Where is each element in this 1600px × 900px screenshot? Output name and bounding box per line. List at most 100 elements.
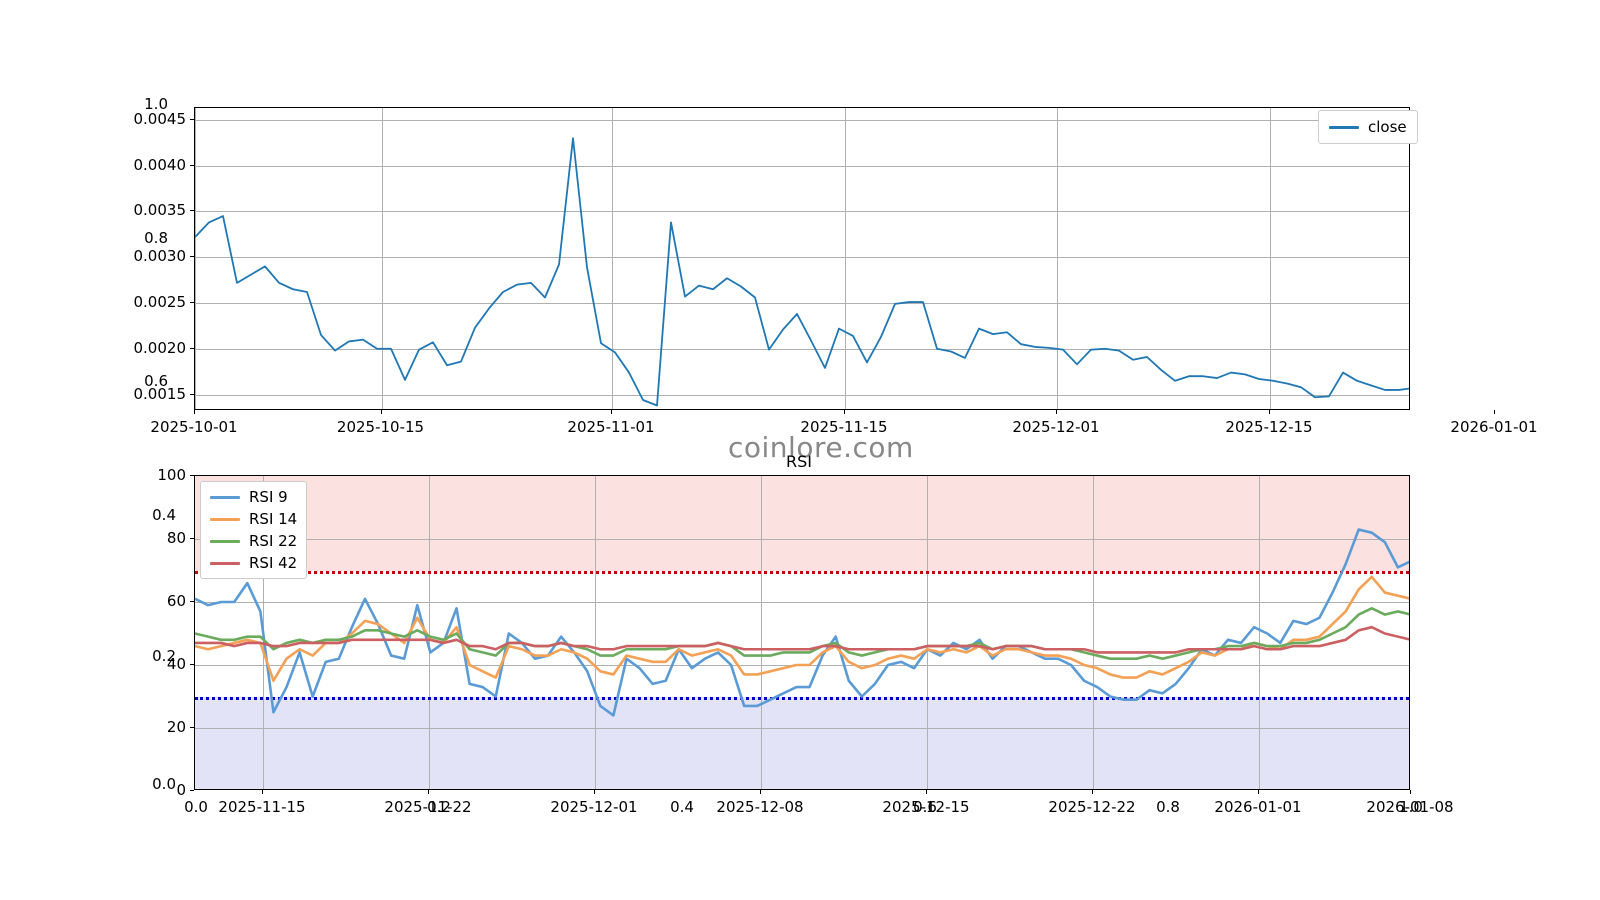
rsi-overlay-x-tick-label: 0.0 xyxy=(184,798,208,816)
price-y-tickmark xyxy=(190,347,194,349)
price-gridline-h xyxy=(195,394,1409,396)
rsi-gridline-h xyxy=(195,728,1409,729)
legend-swatch-icon xyxy=(210,561,240,565)
legend-entry-rsi-9[interactable]: RSI 9 xyxy=(210,486,297,508)
rsi-x-tick-label: 2025-12-08 xyxy=(716,798,804,816)
rsi-y-tick-label: 0 xyxy=(176,781,186,799)
price-y-tick-label: 0.0015 xyxy=(133,384,187,403)
price-x-tick-label: 2025-11-01 xyxy=(567,418,655,436)
rsi-x-tickmark xyxy=(1410,790,1411,794)
rsi-y-tick-label: 100 xyxy=(157,466,186,484)
price-x-tick-label: 2025-10-15 xyxy=(336,418,425,436)
rsi-x-tickmark xyxy=(594,790,595,794)
price-gridline-v xyxy=(1270,108,1271,409)
rsi-x-tickmark xyxy=(1258,790,1259,794)
price-x-tickmark xyxy=(1269,410,1270,414)
price-x-tick-label: 2026-01-01 xyxy=(1450,418,1538,436)
rsi-overlay-x-tick-label: 0.4 xyxy=(670,798,694,816)
price-line-close xyxy=(195,137,1409,407)
rsi-gridline-h xyxy=(195,602,1409,603)
rsi-overlay-x-tick-label: 1.0 xyxy=(1399,798,1423,816)
rsi-x-tickmark xyxy=(428,790,429,794)
price-gridline-h xyxy=(195,257,1409,259)
legend-swatch-icon xyxy=(1329,125,1359,129)
price-chart-axes xyxy=(194,107,1410,410)
legend-entry-rsi-14[interactable]: RSI 14 xyxy=(210,508,297,530)
rsi-overbought-threshold-line xyxy=(195,570,1409,574)
rsi-gridline-v xyxy=(429,476,430,789)
rsi-overlay-y-tick-label: 0.4 xyxy=(152,506,176,524)
price-overlay-y-tick-label: 0.6 xyxy=(144,372,168,390)
price-overlay-y-tick-label: 1.0 xyxy=(144,95,168,113)
price-x-tickmark xyxy=(380,410,382,414)
price-gridline-v xyxy=(195,108,196,409)
rsi-overlay-x-tick-label: 0.2 xyxy=(427,798,451,816)
price-y-tickmark xyxy=(190,164,194,166)
price-gridline-h xyxy=(195,211,1409,213)
rsi-y-tickmark xyxy=(190,727,194,728)
rsi-line-rsi-42 xyxy=(195,625,1409,654)
rsi-gridline-v xyxy=(761,476,762,789)
legend-swatch-icon xyxy=(210,539,240,543)
rsi-overlay-x-tick-label: 0.8 xyxy=(1156,798,1180,816)
legend-label: RSI 42 xyxy=(249,554,298,572)
rsi-gridline-v xyxy=(1259,476,1260,789)
rsi-x-tick-label: 2025-12-01 xyxy=(550,798,638,816)
legend-label: RSI 22 xyxy=(249,532,298,550)
price-gridline-v xyxy=(1057,108,1058,409)
rsi-x-tick-label: 2025-12-15 xyxy=(882,798,970,816)
price-legend[interactable]: close xyxy=(1318,110,1418,144)
rsi-plot-surface xyxy=(195,476,1409,789)
rsi-x-tick-label: 2025-11-22 xyxy=(384,798,472,816)
price-y-tick-label: 0.0025 xyxy=(133,292,187,311)
rsi-x-tick-label: 2025-12-22 xyxy=(1048,798,1136,816)
rsi-y-tick-label: 60 xyxy=(166,592,186,610)
price-plot-surface xyxy=(195,108,1409,409)
price-x-tick-label: 2025-11-15 xyxy=(800,418,888,436)
rsi-x-tickmark xyxy=(1092,790,1093,794)
rsi-y-tickmark xyxy=(190,790,194,791)
price-gridline-h xyxy=(195,119,1409,121)
legend-label: RSI 9 xyxy=(249,488,288,506)
legend-entry-rsi-42[interactable]: RSI 42 xyxy=(210,552,297,574)
price-gridline-v xyxy=(845,108,846,409)
price-y-tick-label: 0.0020 xyxy=(133,338,187,357)
price-y-tick-label: 0.0030 xyxy=(133,247,187,266)
rsi-x-tickmark xyxy=(262,790,263,794)
price-x-tickmark xyxy=(194,410,195,414)
price-x-tick-label: 2025-12-01 xyxy=(1012,418,1100,436)
price-y-tickmark xyxy=(190,393,194,395)
legend-label: RSI 14 xyxy=(249,510,298,528)
legend-entry-close[interactable]: close xyxy=(1329,117,1407,137)
price-x-tick-label: 2025-10-01 xyxy=(150,418,238,436)
price-gridline-v xyxy=(612,108,613,409)
price-x-tickmark xyxy=(1494,410,1495,414)
price-x-tickmark xyxy=(1056,410,1057,414)
rsi-overlay-y-tick-label: 0.0 xyxy=(152,775,176,793)
rsi-y-tickmark xyxy=(190,538,194,539)
legend-swatch-icon xyxy=(210,517,240,521)
price-gridline-h xyxy=(195,165,1409,167)
price-y-tick-label: 0.0040 xyxy=(133,155,187,174)
rsi-overlay-x-tick-label: 0.6 xyxy=(913,798,937,816)
legend-entry-rsi-22[interactable]: RSI 22 xyxy=(210,530,297,552)
price-gridline-v xyxy=(381,108,383,409)
rsi-legend[interactable]: RSI 9 RSI 14 RSI 22 RSI 42 xyxy=(200,481,308,579)
legend-label: close xyxy=(1368,118,1407,136)
rsi-chart-title: RSI xyxy=(786,452,812,471)
rsi-y-tick-label: 40 xyxy=(166,655,186,673)
price-y-tickmark xyxy=(190,118,194,120)
price-y-tickmark xyxy=(190,256,194,258)
rsi-x-tick-label: 2026-01-01 xyxy=(1214,798,1302,816)
price-x-tick-label: 2025-12-15 xyxy=(1225,418,1313,436)
watermark-coinlore: coinlore.com xyxy=(728,431,914,464)
rsi-y-tick-label: 20 xyxy=(166,718,186,736)
rsi-y-tickmark xyxy=(190,601,194,602)
rsi-y-tickmark xyxy=(190,664,194,665)
rsi-x-tick-label: 2025-11-15 xyxy=(218,798,306,816)
rsi-x-tick-label: 2026-01-08 xyxy=(1366,798,1454,816)
rsi-oversold-band xyxy=(195,696,1409,789)
rsi-gridline-v xyxy=(595,476,596,789)
rsi-lines-group xyxy=(195,528,1409,717)
